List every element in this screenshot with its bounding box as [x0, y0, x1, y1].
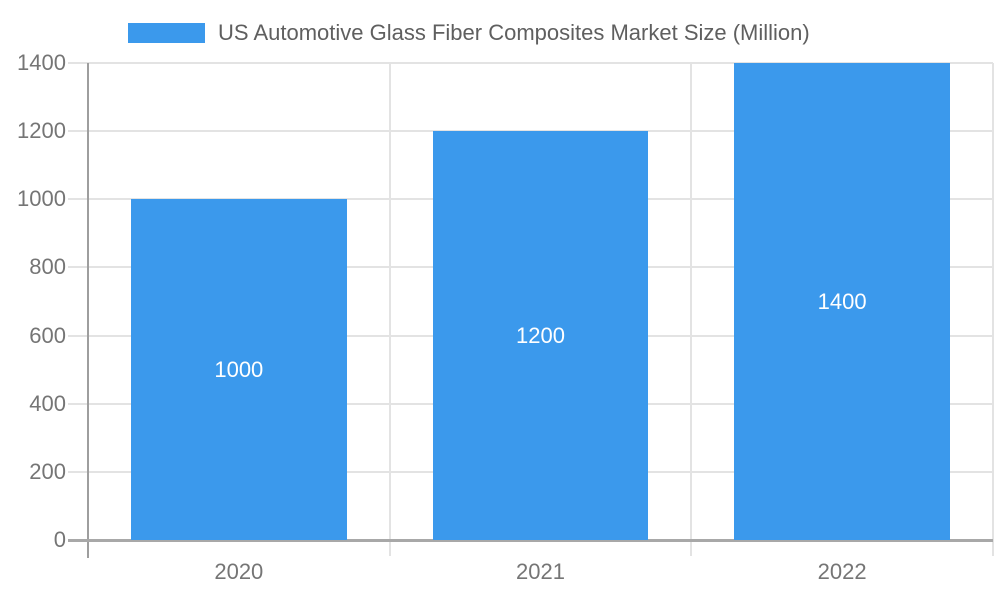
y-axis-tick-label: 0 [53, 527, 66, 552]
bar-2020[interactable]: 1000 [131, 199, 347, 540]
x-axis-line [68, 539, 993, 542]
y-axis-tick-label: 1400 [17, 50, 66, 75]
bar-2022[interactable]: 1400 [734, 63, 950, 540]
category-separator [690, 63, 693, 556]
bar-value-label: 1400 [817, 288, 867, 314]
plot-right-border [992, 63, 994, 556]
legend: US Automotive Glass Fiber Composites Mar… [128, 18, 810, 48]
y-axis-tick-label: 200 [29, 458, 66, 484]
y-axis-tick-label: 800 [29, 254, 66, 280]
plot-area: 0 200 400 600 800 1000 1200 1400 1000 2020 1200 202… [17, 50, 994, 584]
y-axis-tick-label: 1000 [17, 186, 66, 212]
bar-2021[interactable]: 1200 [432, 131, 649, 540]
y-axis-tick-label: 400 [29, 390, 66, 416]
y-axis-tick-label: 1200 [17, 118, 66, 144]
bar-value-label: 1200 [516, 322, 565, 348]
x-axis-tick-label: 2022 [817, 559, 867, 584]
x-axis-tick-label: 2021 [516, 559, 565, 584]
legend-label: US Automotive Glass Fiber Composites Mar… [218, 20, 810, 45]
bar-value-label: 1000 [214, 356, 264, 382]
x-axis-tick-label: 2020 [214, 559, 264, 584]
gridline [68, 62, 993, 64]
legend-swatch [128, 23, 205, 43]
gridline [68, 130, 993, 133]
category-separator [388, 63, 391, 556]
y-axis-tick-label: 600 [29, 322, 66, 348]
y-axis-line [87, 63, 89, 558]
